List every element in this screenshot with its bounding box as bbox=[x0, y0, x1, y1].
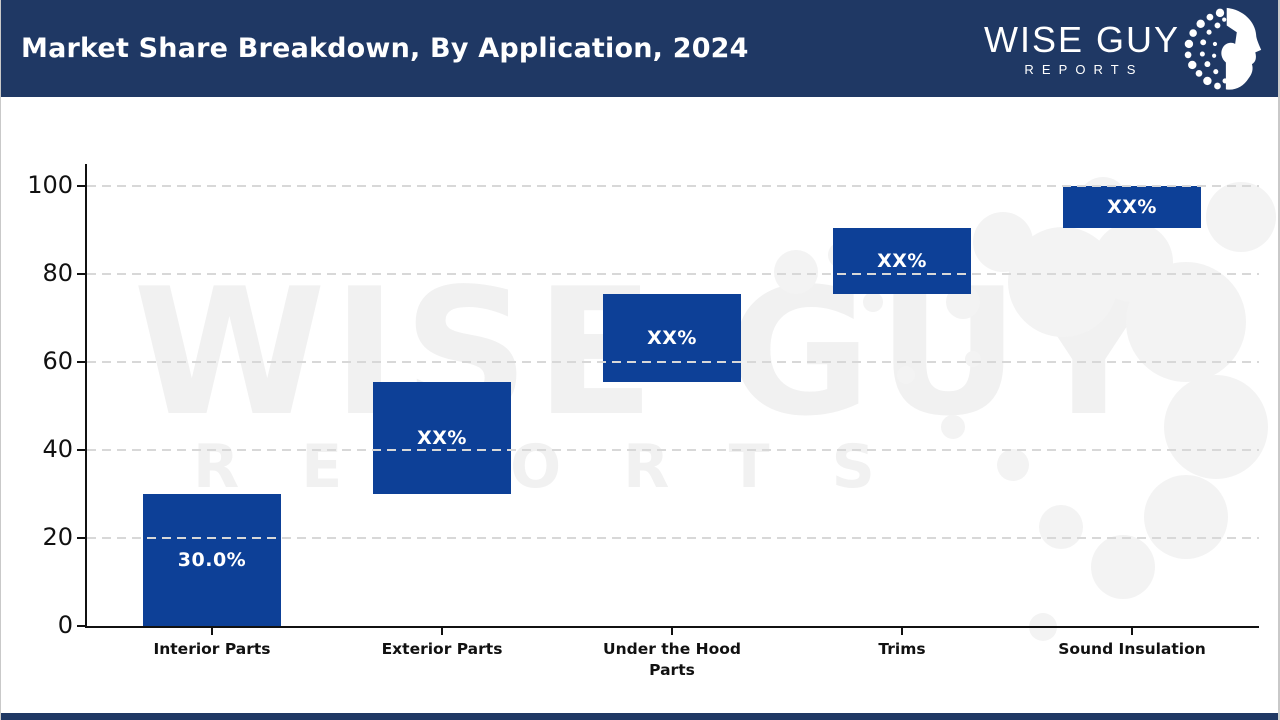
wise-guy-reports-logo: WISE GUY REPORTS bbox=[984, 7, 1264, 91]
x-tick-label: Interior Parts bbox=[153, 640, 271, 658]
bar-interior-parts: 30.0% bbox=[143, 494, 281, 626]
bar-sound-insulation: XX% bbox=[1063, 186, 1201, 229]
y-tick-mark bbox=[77, 361, 85, 363]
x-tick-mark bbox=[211, 628, 213, 635]
y-tick-mark bbox=[77, 273, 85, 275]
gridline bbox=[87, 361, 1259, 363]
plot-area: 0 20 40 60 80 100 30.0% Interior Parts XX% Exteri… bbox=[1, 97, 1280, 713]
bar-exterior-parts: XX% bbox=[373, 382, 511, 494]
chart-title: Market Share Breakdown, By Application, … bbox=[21, 33, 749, 64]
bar-value-label: XX% bbox=[647, 327, 697, 350]
y-tick-label: 40 bbox=[42, 435, 73, 463]
x-tick-label: Exterior Parts bbox=[381, 640, 503, 658]
y-tick-label: 80 bbox=[42, 259, 73, 287]
x-tick-label: Under the Hood Parts bbox=[603, 640, 741, 679]
bar-under-the-hood-parts: XX% bbox=[603, 294, 741, 383]
x-tick-label: Trims bbox=[878, 640, 926, 658]
x-axis bbox=[85, 626, 1259, 628]
x-tick-mark bbox=[441, 628, 443, 635]
logo-subtitle: REPORTS bbox=[1024, 61, 1144, 77]
bar-value-label: 30.0% bbox=[177, 549, 247, 571]
x-tick-label: Sound Insulation bbox=[1058, 640, 1206, 658]
bar-trims: XX% bbox=[833, 228, 971, 295]
y-tick-mark bbox=[77, 625, 85, 627]
bar-value-label: XX% bbox=[417, 427, 467, 450]
y-tick-mark bbox=[77, 185, 85, 187]
y-tick-label: 60 bbox=[42, 347, 73, 375]
bar-value-label: XX% bbox=[1107, 196, 1157, 219]
watermark-subtitle: REPORTS bbox=[193, 432, 937, 502]
x-tick-mark bbox=[1131, 628, 1133, 635]
bar-value-label: XX% bbox=[877, 250, 927, 273]
gridline bbox=[87, 449, 1259, 451]
y-tick-mark bbox=[77, 537, 85, 539]
logo-head-icon bbox=[1184, 7, 1262, 90]
y-tick-mark bbox=[77, 449, 85, 451]
header-bar: Market Share Breakdown, By Application, … bbox=[1, 0, 1278, 97]
gridline bbox=[87, 185, 1259, 187]
gridline bbox=[87, 273, 1259, 275]
y-tick-label: 0 bbox=[57, 611, 73, 639]
y-axis bbox=[85, 164, 87, 628]
x-tick-mark bbox=[901, 628, 903, 635]
logo-text: WISE GUY REPORTS bbox=[983, 18, 1180, 77]
y-tick-label: 100 bbox=[27, 171, 73, 199]
footer-accent-strip bbox=[1, 713, 1278, 720]
y-tick-label: 20 bbox=[42, 523, 73, 551]
logo-wordmark: WISE GUY bbox=[983, 18, 1180, 60]
gridline bbox=[87, 537, 1259, 539]
x-tick-mark bbox=[671, 628, 673, 635]
